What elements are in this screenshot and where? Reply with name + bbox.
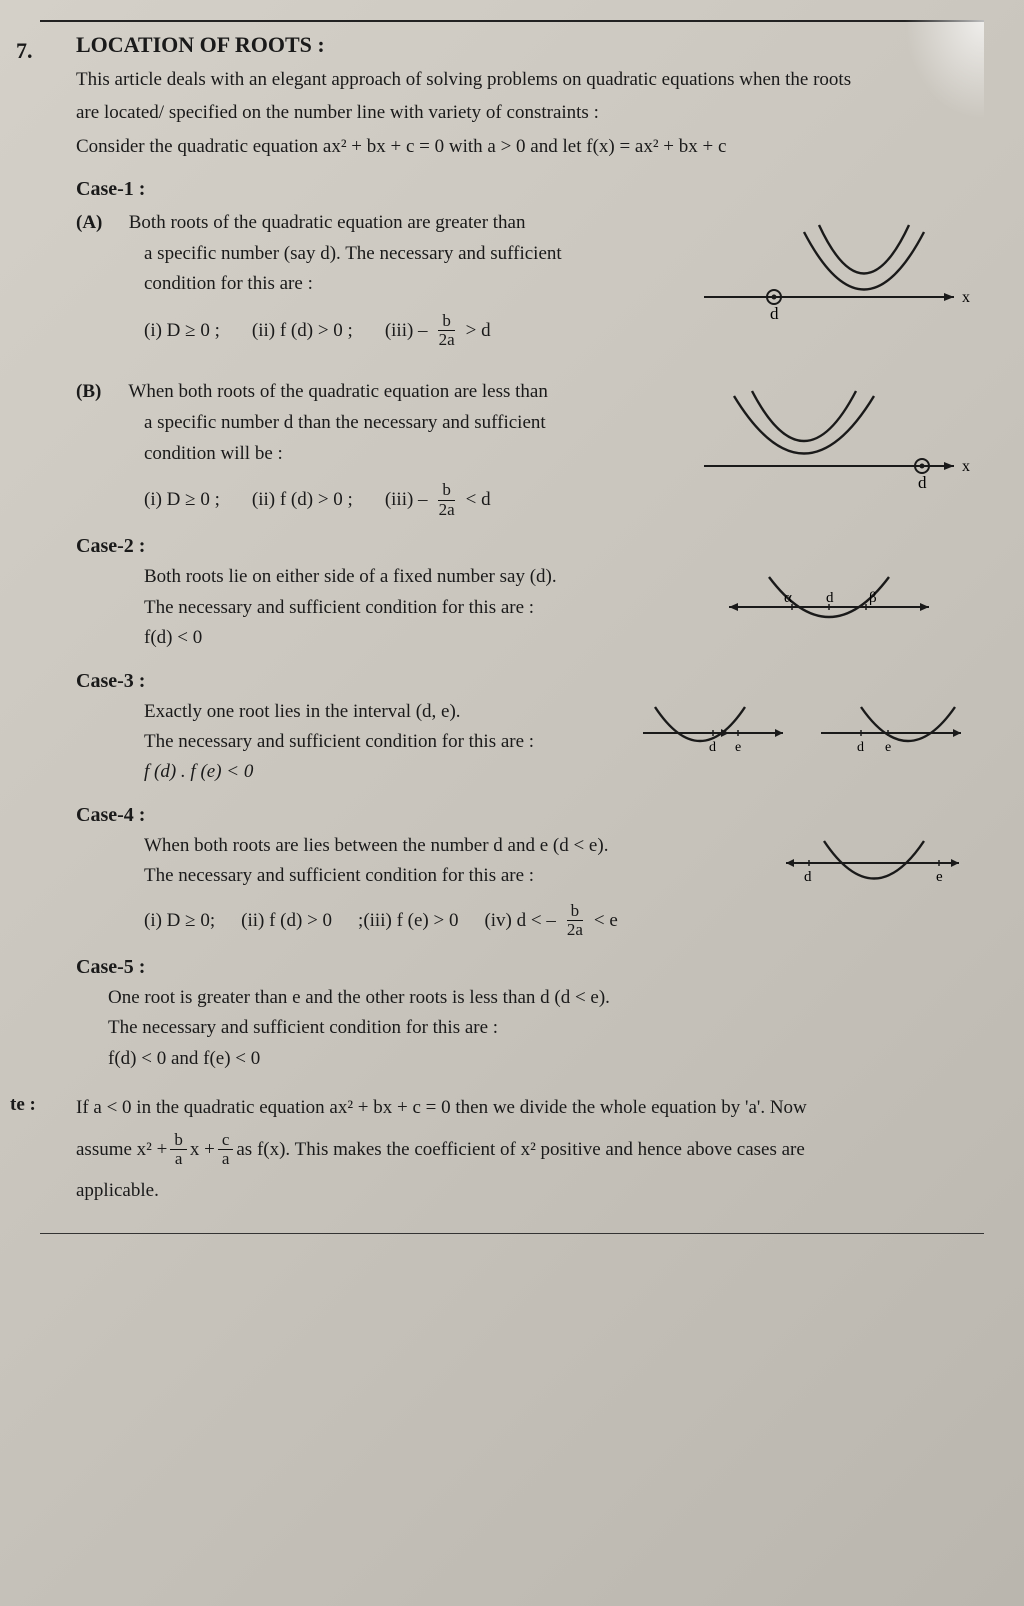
frac-num: b: [438, 481, 455, 501]
case-4-cond-ii: (ii) f (d) > 0: [241, 910, 332, 932]
svg-text:d: d: [804, 869, 812, 885]
case-1a-iii-pre: (iii) –: [385, 320, 428, 342]
case-3-graph-right: d e: [813, 697, 973, 777]
case-4-cond-i: (i) D ≥ 0;: [144, 910, 215, 932]
note-line-2-mid: x +: [190, 1136, 215, 1165]
case-1b-label: (B): [76, 376, 124, 408]
case-1b-iii-post: < d: [466, 489, 491, 511]
case-1a-label: (A): [76, 207, 124, 239]
frac-den: a: [171, 1150, 187, 1169]
case-1b-line-1: When both roots of the quadratic equatio…: [128, 381, 547, 402]
note-line-1: If a < 0 in the quadratic equation ax² +…: [76, 1094, 984, 1123]
case-2-label: Case-2 :: [76, 535, 984, 558]
case-4-iv-post: < e: [594, 910, 618, 932]
case-4-cond-iv: (iv) d < – b 2a < e: [484, 902, 617, 940]
note-label: te :: [10, 1094, 36, 1116]
case-5-label: Case-5 :: [76, 956, 984, 979]
case-1a-cond-i: (i) D ≥ 0 ;: [144, 320, 220, 342]
fraction-icon: b a: [170, 1131, 187, 1169]
frac-den: a: [218, 1150, 234, 1169]
note-line-2-pre: assume x² +: [76, 1136, 167, 1165]
case-5-line-1: One root is greater than e and the other…: [108, 983, 984, 1013]
fraction-icon: c a: [218, 1131, 234, 1169]
case-4-iv-pre: (iv) d < –: [484, 910, 555, 932]
case-1a-cond-ii: (ii) f (d) > 0 ;: [252, 320, 353, 342]
section-heading: LOCATION OF ROOTS :: [76, 32, 984, 58]
case-1a-line-2: a specific number (say d). The necessary…: [144, 239, 684, 269]
case-1a-line-3: condition for this are :: [144, 269, 684, 299]
frac-den: 2a: [435, 501, 459, 520]
case-2-line-2: The necessary and sufficient condition f…: [144, 593, 684, 623]
frac-num: c: [218, 1131, 234, 1151]
case-4-graph: d e: [774, 831, 974, 921]
case-3-graph-left: d e: [635, 697, 795, 777]
svg-text:d: d: [857, 740, 864, 755]
frac-num: b: [567, 902, 584, 922]
frac-num: b: [438, 312, 455, 332]
case-1b-line-2: a specific number d than the necessary a…: [144, 408, 684, 438]
case-1b-line-3: condition will be :: [144, 439, 684, 469]
svg-text:e: e: [885, 740, 891, 755]
top-rule: [40, 20, 984, 22]
case-5-line-3: f(d) < 0 and f(e) < 0: [108, 1044, 984, 1074]
svg-text:d: d: [770, 304, 779, 323]
svg-text:d: d: [709, 740, 716, 755]
case-4-label: Case-4 :: [76, 804, 984, 827]
svg-text:x: x: [962, 458, 970, 475]
case-2-line-1: Both roots lie on either side of a fixed…: [144, 562, 684, 592]
case-2-line-3: f(d) < 0: [144, 623, 684, 653]
case-1b-graph: x d: [694, 376, 974, 516]
case-4-cond-iii: ;(iii) f (e) > 0: [358, 910, 458, 932]
svg-text:α: α: [784, 590, 792, 606]
frac-den: 2a: [435, 331, 459, 350]
question-number: 7.: [16, 38, 33, 64]
case-3-line-3: f (d) . f (e) < 0: [144, 757, 624, 787]
intro-line-1: This article deals with an elegant appro…: [76, 66, 984, 95]
case-4-line-1: When both roots are lies between the num…: [144, 831, 764, 861]
case-5-line-2: The necessary and sufficient condition f…: [108, 1013, 984, 1043]
svg-text:e: e: [936, 869, 943, 885]
intro-line-2: are located/ specified on the number lin…: [76, 99, 984, 128]
svg-text:x: x: [962, 289, 970, 306]
case-2-graph: α d β: [714, 562, 954, 652]
case-3-label: Case-3 :: [76, 670, 984, 693]
fraction-icon: b 2a: [563, 902, 587, 940]
svg-text:β: β: [869, 590, 877, 606]
fraction-icon: b 2a: [435, 312, 459, 350]
case-1a-line-1: Both roots of the quadratic equation are…: [129, 212, 526, 233]
svg-text:d: d: [826, 590, 834, 606]
case-1b-cond-ii: (ii) f (d) > 0 ;: [252, 489, 353, 511]
case-3-line-1: Exactly one root lies in the interval (d…: [144, 697, 624, 727]
case-3-line-2: The necessary and sufficient condition f…: [144, 727, 624, 757]
note-line-2-post: as f(x). This makes the coefficient of x…: [236, 1136, 804, 1165]
svg-text:d: d: [918, 473, 927, 492]
case-1a-graph: x d: [694, 207, 974, 347]
case-1-label: Case-1 :: [76, 178, 984, 201]
fraction-icon: b 2a: [435, 481, 459, 519]
consider-line: Consider the quadratic equation ax² + bx…: [76, 133, 984, 162]
frac-den: 2a: [563, 921, 587, 940]
frac-num: b: [170, 1131, 187, 1151]
case-1b-iii-pre: (iii) –: [385, 489, 428, 511]
case-1a-cond-iii: (iii) – b 2a > d: [385, 312, 491, 350]
case-1b-cond-iii: (iii) – b 2a < d: [385, 481, 491, 519]
case-4-line-2: The necessary and sufficient condition f…: [144, 861, 764, 891]
case-1b-cond-i: (i) D ≥ 0 ;: [144, 489, 220, 511]
case-1a-iii-post: > d: [466, 320, 491, 342]
svg-text:e: e: [735, 740, 741, 755]
bottom-rule: [40, 1233, 984, 1234]
note-line-3: applicable.: [76, 1177, 984, 1206]
